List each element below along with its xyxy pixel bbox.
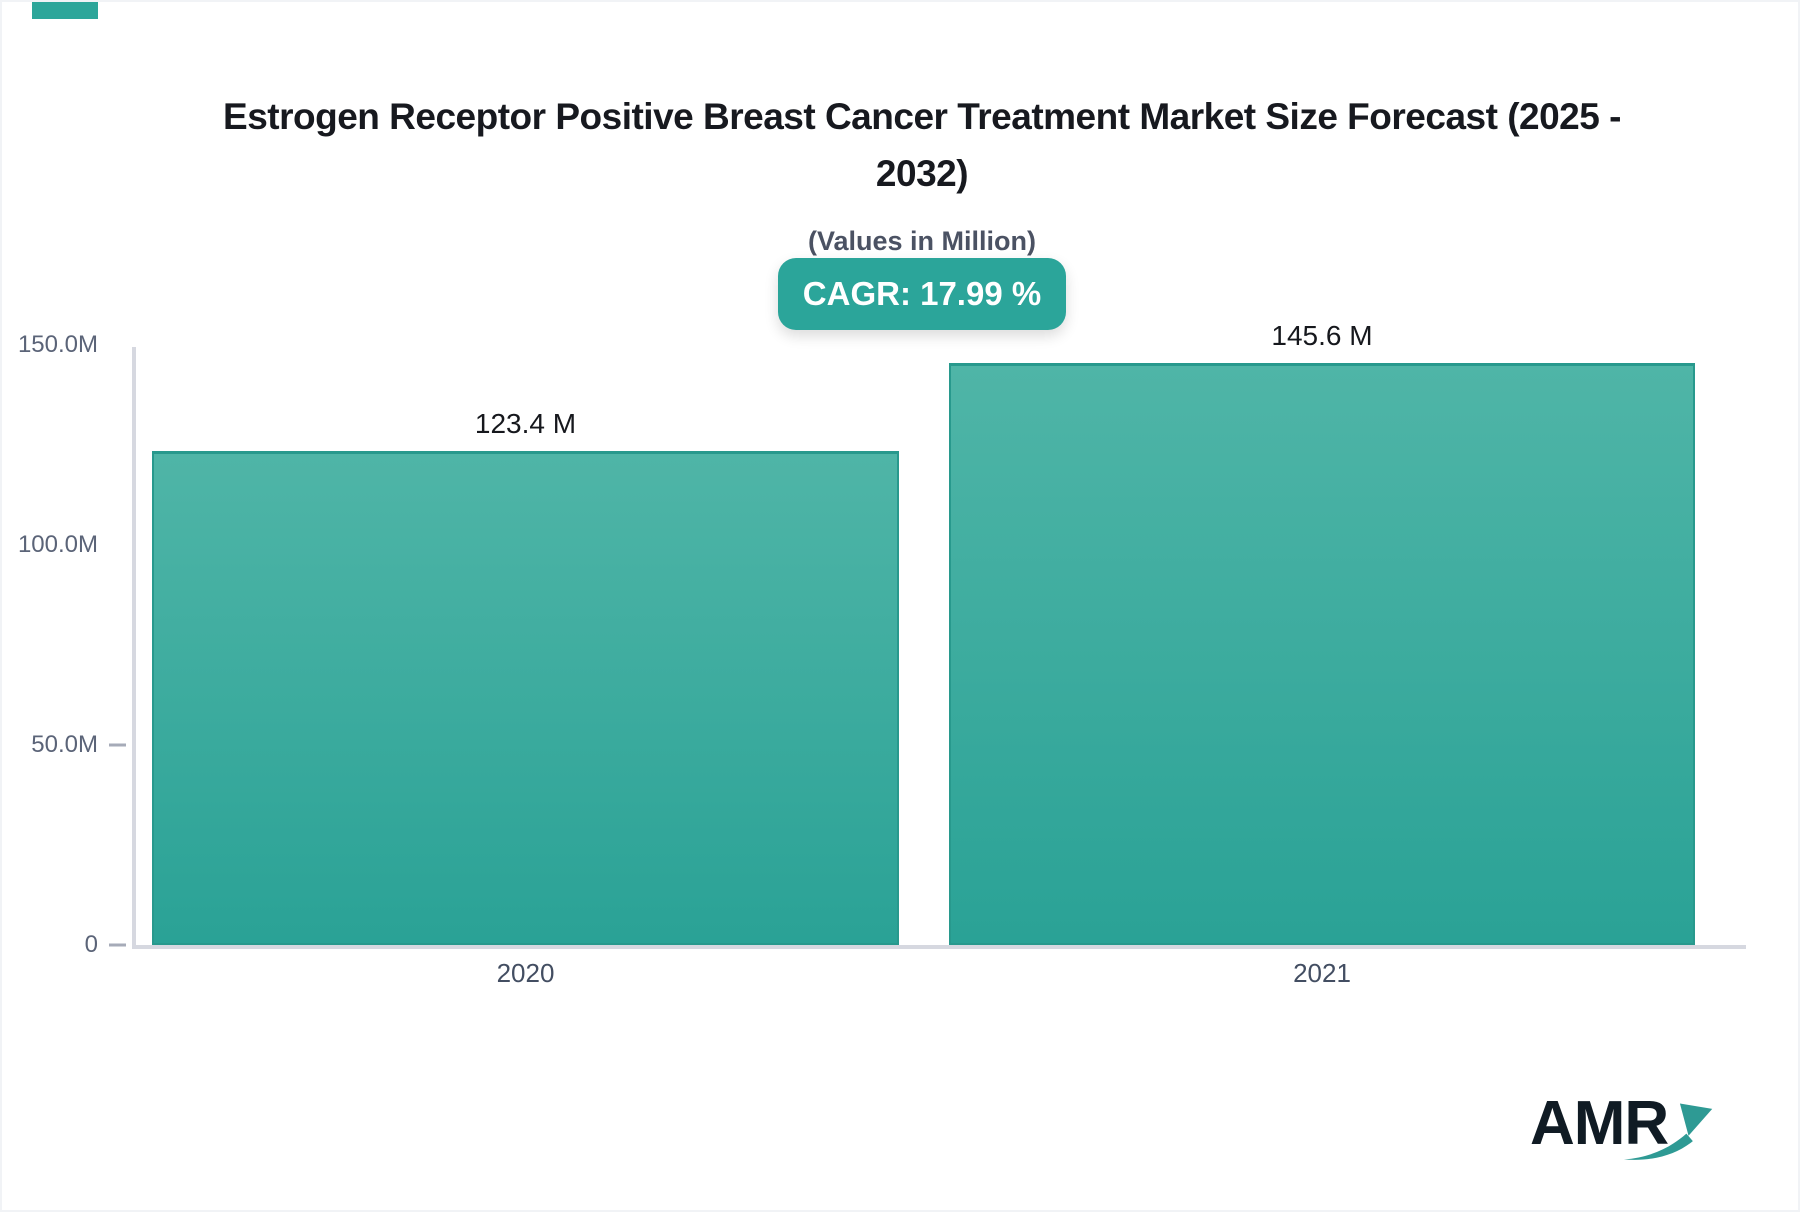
chart-subtitle: (Values in Million) [807, 226, 1037, 256]
x-axis-line [132, 945, 1746, 949]
y-axis-tick-label: 150.0M [17, 331, 98, 358]
bar-value-label: 123.4 M [474, 408, 577, 439]
y-axis-tick-mark [109, 743, 126, 747]
y-axis-tick-label: 50.0M [2, 731, 126, 759]
amr-logo-text: AMR [1530, 1089, 1669, 1158]
page-title-line1: Estrogen Receptor Positive Breast Cancer… [223, 96, 1621, 137]
bar-2020[interactable]: 123.4 M [152, 408, 899, 945]
page-title-line2: 2032) [875, 153, 969, 194]
x-axis-label-2021: 2021 [1293, 958, 1351, 988]
cagr-badge: CAGR: 17.99 % [778, 258, 1066, 330]
legend-swatch [32, 2, 98, 19]
page-title: Estrogen Receptor Positive Breast Cancer… [42, 88, 1798, 202]
bar-value-label: 145.6 M [1271, 320, 1373, 351]
y-axis-tick-label: 100.0M [17, 531, 98, 558]
cagr-badge-label: CAGR: 17.99 % [802, 275, 1042, 312]
x-axis-label-2020: 2020 [496, 958, 555, 988]
amr-logo: AMR [1522, 1080, 1742, 1180]
y-axis-line [132, 347, 136, 949]
y-axis-tick-mark [109, 943, 126, 947]
y-axis-tick-label: 0 [2, 931, 126, 959]
bar-2021[interactable]: 145.6 M [949, 320, 1695, 945]
logo-arrow-icon [1623, 1103, 1713, 1160]
